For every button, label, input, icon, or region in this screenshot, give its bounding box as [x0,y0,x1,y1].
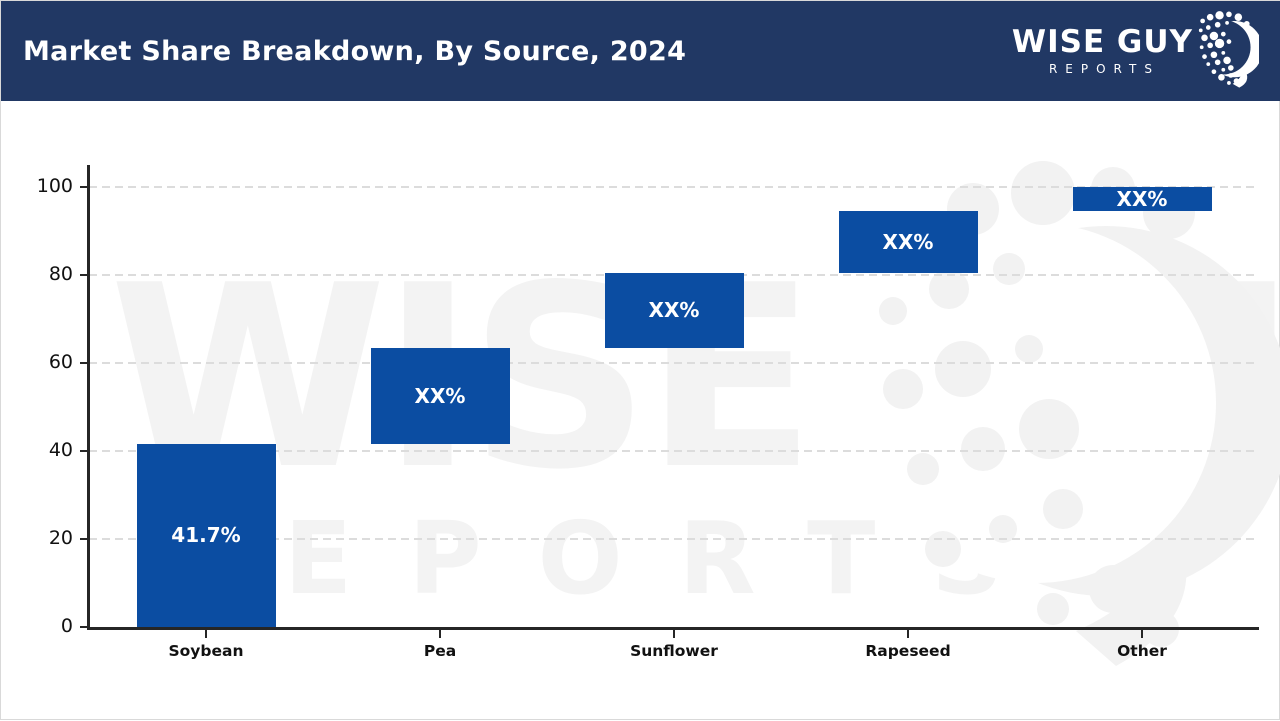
x-tick-mark [673,630,675,638]
x-axis-label-soybean: Soybean [168,642,244,660]
y-axis-tick-label: 20 [48,527,73,549]
header-bar: Market Share Breakdown, By Source, 2024 … [1,1,1280,101]
y-tick-mark [80,626,89,628]
y-axis-tick-label: 0 [60,615,73,637]
y-tick-mark [80,362,89,364]
x-axis-line [87,627,1259,630]
watermark-subtext: REPORTS [151,500,1060,617]
gridline-60 [89,362,1259,364]
y-tick-mark [80,538,89,540]
gridline-100 [89,186,1259,188]
bar-rapeseed: XX% [838,211,978,273]
x-tick-mark [1141,630,1143,638]
gridline-20 [89,538,1259,540]
x-axis-label-sunflower: Sunflower [630,642,718,660]
x-axis-label-rapeseed: Rapeseed [865,642,951,660]
y-axis-tick-label: 60 [48,351,73,373]
y-axis-tick-label: 100 [36,175,73,197]
chart-title: Market Share Breakdown, By Source, 2024 [23,35,687,67]
bar-value-label: XX% [1116,187,1168,212]
logo-wordmark: WISE GUY [1011,23,1193,60]
bar-value-label: 41.7% [171,523,241,548]
y-axis-tick-label: 40 [48,439,73,461]
x-axis-label-pea: Pea [423,642,457,660]
bar-soybean: 41.7% [136,443,276,627]
y-tick-mark [80,186,89,188]
y-tick-mark [80,274,89,276]
logo-head-icon [1197,11,1259,88]
x-tick-mark [907,630,909,638]
logo-text: WISE GUY REPORTS [1011,23,1193,76]
x-tick-mark [439,630,441,638]
bar-other: XX% [1072,187,1212,212]
bar-value-label: XX% [648,298,700,323]
bar-sunflower: XX% [604,272,744,348]
wiseguy-logo: WISE GUY REPORTS [1012,10,1259,92]
gridline-40 [89,450,1259,452]
y-axis-line [87,165,90,629]
y-axis-tick-label: 80 [48,263,73,285]
x-axis-label-other: Other [1117,642,1167,660]
bar-value-label: XX% [414,383,466,408]
x-tick-mark [205,630,207,638]
y-tick-mark [80,450,89,452]
chart-area: WISE GUY REPORTS 02040608010041.7%Soybea… [1,101,1280,721]
logo-subtext: REPORTS [1048,61,1160,76]
bar-pea: XX% [370,347,510,444]
bar-value-label: XX% [882,229,934,254]
